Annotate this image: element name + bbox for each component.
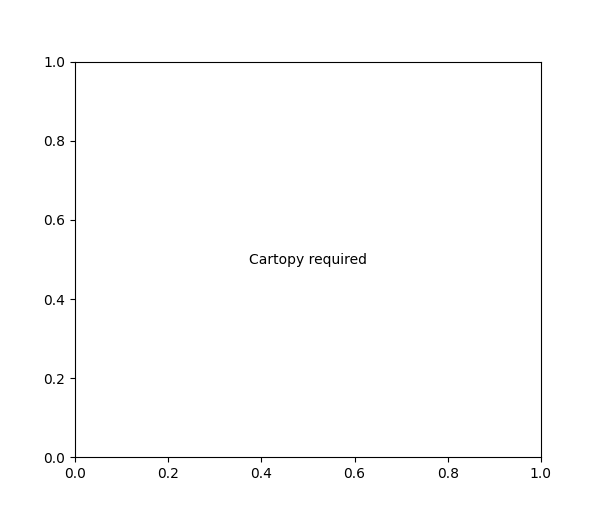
Text: Cartopy required: Cartopy required [249,252,367,267]
